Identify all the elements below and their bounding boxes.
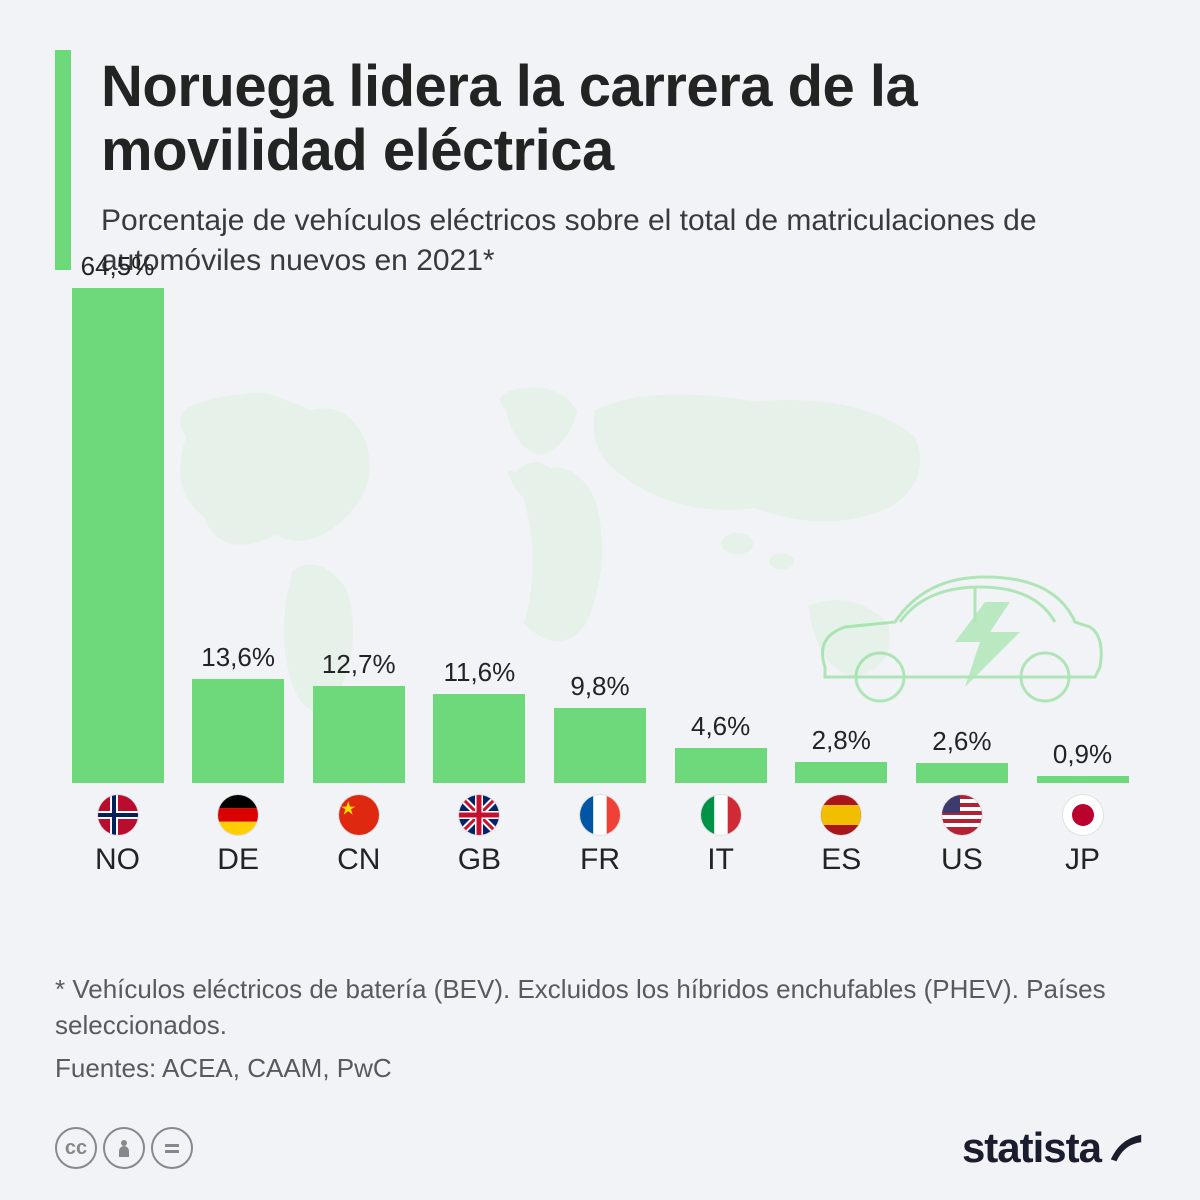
header: Noruega lidera la carrera de la movilida… [55,50,1145,282]
bars-container: 64,5% NO 13,6% DE 12,7% CN 11,6% GB 9,8%… [55,327,1145,877]
bar [1037,776,1129,783]
bar [72,288,164,783]
bar-value-label: 64,5% [81,251,155,282]
bar-value-label: 2,8% [812,725,871,756]
country-code: GB [458,843,501,877]
bar [433,694,525,783]
country-code: IT [707,843,734,877]
accent-bar [55,50,71,270]
flag-icon [701,795,741,835]
bar-group: 4,6% IT [668,711,773,877]
bar-value-label: 11,6% [443,657,515,688]
bar-value-label: 4,6% [691,711,750,742]
cc-icon: cc [55,1127,97,1169]
bar [554,708,646,783]
bar-group: 0,9% JP [1030,739,1135,877]
title-block: Noruega lidera la carrera de la movilida… [101,50,1145,282]
chart-area: 64,5% NO 13,6% DE 12,7% CN 11,6% GB 9,8%… [55,327,1145,947]
chart-title: Noruega lidera la carrera de la movilida… [101,55,1145,183]
flag-icon [821,795,861,835]
cc-nd-icon [151,1127,193,1169]
flag-icon [459,795,499,835]
bar-value-label: 2,6% [932,726,991,757]
country-code: NO [95,843,140,877]
cc-by-icon [103,1127,145,1169]
country-code: JP [1065,843,1100,877]
bar-group: 2,8% ES [789,725,894,877]
bar-group: 11,6% GB [427,657,532,877]
flag-icon [942,795,982,835]
cc-license-icons: cc [55,1127,193,1169]
flag-icon [218,795,258,835]
brand-logo: statista [962,1124,1145,1172]
footnote: * Vehículos eléctricos de batería (BEV).… [55,971,1145,1044]
bar [795,762,887,783]
bar-group: 64,5% NO [65,251,170,877]
flag-icon [339,795,379,835]
country-code: US [941,843,983,877]
bar [675,748,767,783]
bar [313,686,405,783]
flag-icon [98,795,138,835]
brand-swoosh-icon [1107,1129,1145,1167]
bar-group: 12,7% CN [306,649,411,877]
bar-group: 9,8% FR [548,671,653,877]
country-code: ES [821,843,861,877]
bar-group: 2,6% US [909,726,1014,877]
bar [192,679,284,783]
bar-value-label: 12,7% [322,649,396,680]
brand-text: statista [962,1124,1101,1172]
country-code: DE [217,843,259,877]
chart-subtitle: Porcentaje de vehículos eléctricos sobre… [101,201,1145,282]
flag-icon [1063,795,1103,835]
flag-icon [580,795,620,835]
sources: Fuentes: ACEA, CAAM, PwC [55,1053,1145,1084]
country-code: CN [337,843,380,877]
footer: cc statista [55,1124,1145,1172]
bar-value-label: 13,6% [201,642,275,673]
bar-value-label: 0,9% [1053,739,1112,770]
bar [916,763,1008,783]
infographic-container: Noruega lidera la carrera de la movilida… [0,0,1200,1200]
bar-value-label: 9,8% [570,671,629,702]
bar-group: 13,6% DE [186,642,291,877]
country-code: FR [580,843,620,877]
